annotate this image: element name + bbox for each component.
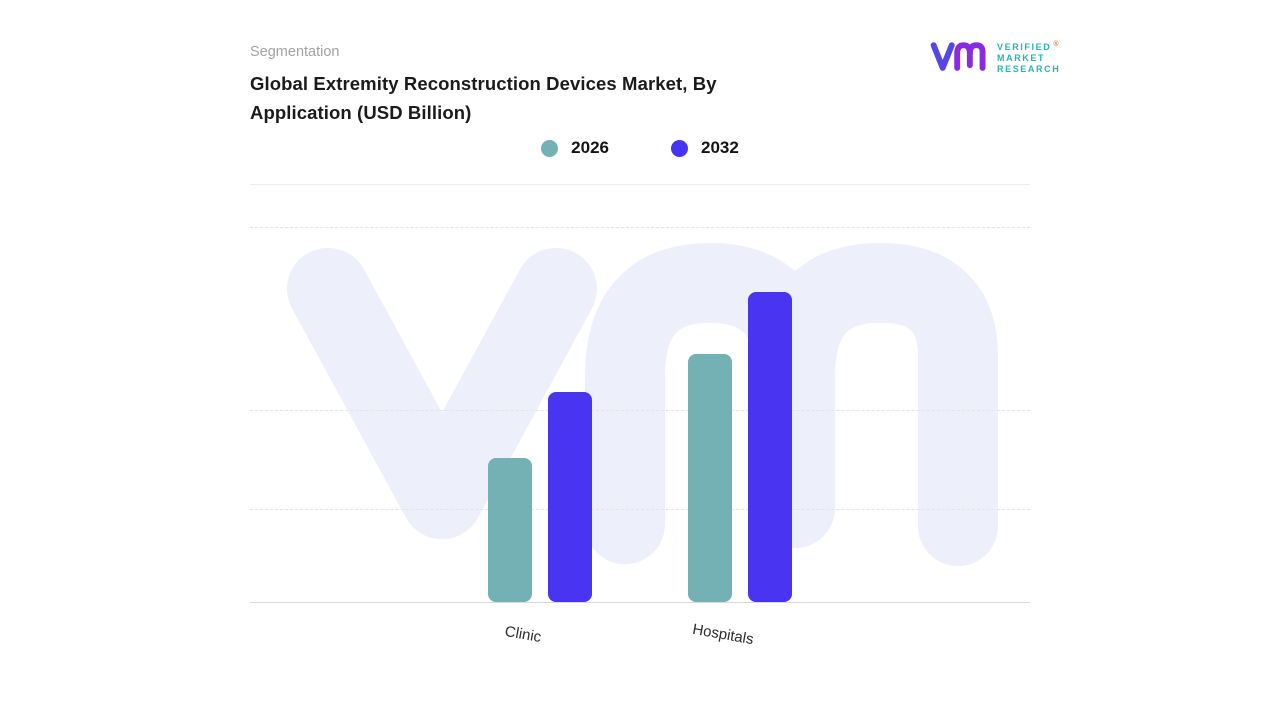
chart-header: Segmentation Global Extremity Reconstruc… bbox=[250, 44, 810, 127]
plot-area: Clinic Hospitals bbox=[250, 227, 1030, 648]
gridline-2 bbox=[250, 509, 1030, 510]
chart-legend: 2026 2032 bbox=[250, 135, 1030, 161]
legend-item-2032[interactable]: 2032 bbox=[671, 138, 739, 158]
header-divider bbox=[250, 184, 1030, 185]
logo-wordmark: VERIFIED ® MARKET RESEARCH bbox=[997, 39, 1060, 75]
bar-hospitals-2026 bbox=[687, 354, 732, 602]
bar-clinic-2032 bbox=[548, 392, 593, 602]
vm-logo-icon bbox=[930, 42, 986, 71]
vm-watermark-icon bbox=[287, 242, 998, 567]
legend-dot-2026 bbox=[541, 139, 559, 157]
registered-mark: ® bbox=[1053, 41, 1061, 48]
logo-line-2: MARKET bbox=[997, 53, 1046, 63]
bar-group-clinic bbox=[488, 392, 593, 602]
x-axis-label-clinic: Clinic bbox=[503, 622, 543, 647]
legend-label-2026: 2026 bbox=[571, 138, 609, 157]
gridline-0 bbox=[250, 227, 1030, 228]
legend-item-2026[interactable]: 2026 bbox=[541, 138, 609, 158]
bar-group-hospitals bbox=[687, 292, 792, 602]
chart-title-line-2: Application (USD Billion) bbox=[250, 102, 472, 123]
logo-line-3: RESEARCH bbox=[997, 64, 1061, 74]
vmr-logo: VERIFIED ® MARKET RESEARCH bbox=[930, 38, 1060, 76]
gridline-1 bbox=[250, 410, 1030, 411]
chart-title-line-1: Global Extremity Reconstruction Devices … bbox=[250, 73, 717, 94]
legend-dot-2032 bbox=[671, 139, 688, 157]
bar-hospitals-2032 bbox=[747, 292, 792, 602]
logo-line-1: VERIFIED ® bbox=[997, 41, 1061, 52]
segmentation-label: Segmentation bbox=[250, 44, 340, 60]
legend-label-2032: 2032 bbox=[701, 138, 739, 157]
bar-clinic-2026 bbox=[488, 458, 533, 602]
x-axis-label-hospitals: Hospitals bbox=[690, 620, 755, 649]
